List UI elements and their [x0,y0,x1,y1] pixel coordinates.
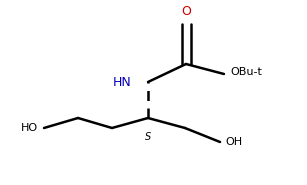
Text: S: S [145,132,151,142]
Text: OBu-t: OBu-t [230,67,262,77]
Text: O: O [181,5,191,18]
Text: HO: HO [21,123,38,133]
Text: HN: HN [113,75,132,88]
Text: OH: OH [225,137,242,147]
